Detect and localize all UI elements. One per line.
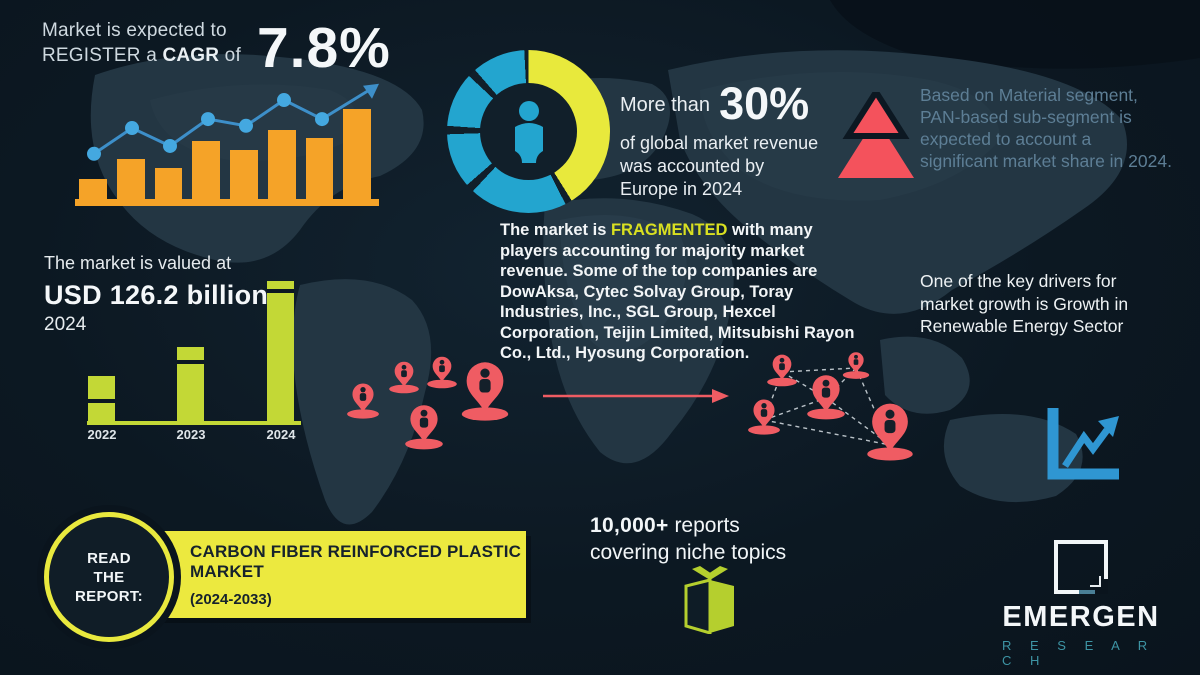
cagr-caption-line2-pre: REGISTER a <box>42 45 163 66</box>
reports-count-block: 10,000+ reports covering niche topics <box>590 512 786 566</box>
read-report-cta-line3: REPORT: <box>75 587 143 605</box>
material-segment-text: Based on Material segment, PAN-based sub… <box>920 85 1172 171</box>
reports-count-rest: reports <box>668 514 740 537</box>
cagr-chart-baseline <box>75 199 379 206</box>
growth-chart-icon <box>1047 408 1119 480</box>
market-value-bar-chart <box>87 279 301 425</box>
donut-hole <box>480 83 577 180</box>
value-bars <box>87 279 301 421</box>
valuation-line1: The market is valued at <box>44 253 232 273</box>
valuation-value: USD 126.2 billion <box>44 280 269 310</box>
trend-arrow-icon <box>87 83 379 161</box>
logo-teal-segment <box>1079 590 1095 594</box>
cagr-bar <box>79 179 107 199</box>
value-bar <box>88 376 115 421</box>
value-bar-stripe <box>88 399 115 403</box>
cagr-caption-line1: Market is expected to <box>42 20 227 41</box>
value-axis-label: 2024 <box>266 427 296 442</box>
cagr-value: 7.8% <box>256 16 391 80</box>
open-book-icon <box>684 566 734 634</box>
cagr-bar <box>305 137 334 199</box>
value-bar <box>177 347 204 421</box>
cagr-bar <box>116 159 145 199</box>
up-triangles-icon <box>838 92 914 178</box>
europe-pre-text: More than <box>620 94 711 116</box>
emergen-logo: EMERGEN R E S E A R C H <box>995 540 1167 668</box>
value-axis-label: 2023 <box>176 427 206 442</box>
europe-value: 30% <box>719 78 810 129</box>
value-bar-stripe <box>267 289 294 293</box>
driver-text: One of the key drivers for market growth… <box>920 271 1129 336</box>
europe-donut-chart <box>447 50 610 213</box>
value-chart-baseline <box>87 421 301 425</box>
cagr-block: Market is expected to REGISTER a CAGR of… <box>42 16 391 80</box>
cagr-bar <box>343 109 371 199</box>
value-chart-labels: 2022 2023 2024 <box>87 427 301 443</box>
valuation-year: 2024 <box>44 314 87 335</box>
cagr-caption: Market is expected to REGISTER a CAGR of <box>42 18 241 68</box>
europe-body-text: of global market revenue was accounted b… <box>620 133 819 199</box>
cagr-bar <box>192 140 220 199</box>
fragmented-pre: The market is <box>500 221 611 239</box>
logo-name: EMERGEN <box>1002 601 1160 633</box>
value-bar <box>267 281 294 421</box>
report-title: CARBON FIBER REINFORCED PLASTIC MARKET <box>190 541 522 581</box>
reports-line2: covering niche topics <box>590 541 787 564</box>
cagr-bar <box>154 168 183 199</box>
europe-block: More than 30% of global market revenue w… <box>620 78 820 201</box>
value-bar-stripe <box>177 360 204 364</box>
cagr-bar <box>230 150 258 199</box>
fragmented-post: with many players accounting for majorit… <box>500 221 855 362</box>
logo-square-icon <box>1054 540 1108 594</box>
report-banner[interactable]: CARBON FIBER REINFORCED PLASTIC MARKET (… <box>140 531 526 618</box>
report-subtitle: (2024-2033) <box>190 590 272 608</box>
logo-subtitle: R E S E A R C H <box>1002 638 1155 668</box>
value-axis-label: 2022 <box>87 427 117 442</box>
cagr-bar <box>267 129 296 199</box>
read-report-button[interactable]: READ THE REPORT: <box>44 512 174 642</box>
cagr-bar-chart <box>75 83 379 206</box>
fragmented-highlight: FRAGMENTED <box>610 221 728 239</box>
cagr-caption-line2-post: of <box>219 45 241 66</box>
logo-inner-bracket <box>1090 576 1101 587</box>
read-report-cta-line1: READ <box>87 549 131 567</box>
cagr-bars <box>75 109 375 199</box>
cagr-caption-line2-bold: CAGR <box>162 45 220 66</box>
person-icon <box>514 100 543 163</box>
fragmented-paragraph: The market is FRAGMENTED with many playe… <box>500 220 862 364</box>
read-report-cta-line2: THE <box>93 568 125 586</box>
reports-count: 10,000+ <box>590 514 669 537</box>
